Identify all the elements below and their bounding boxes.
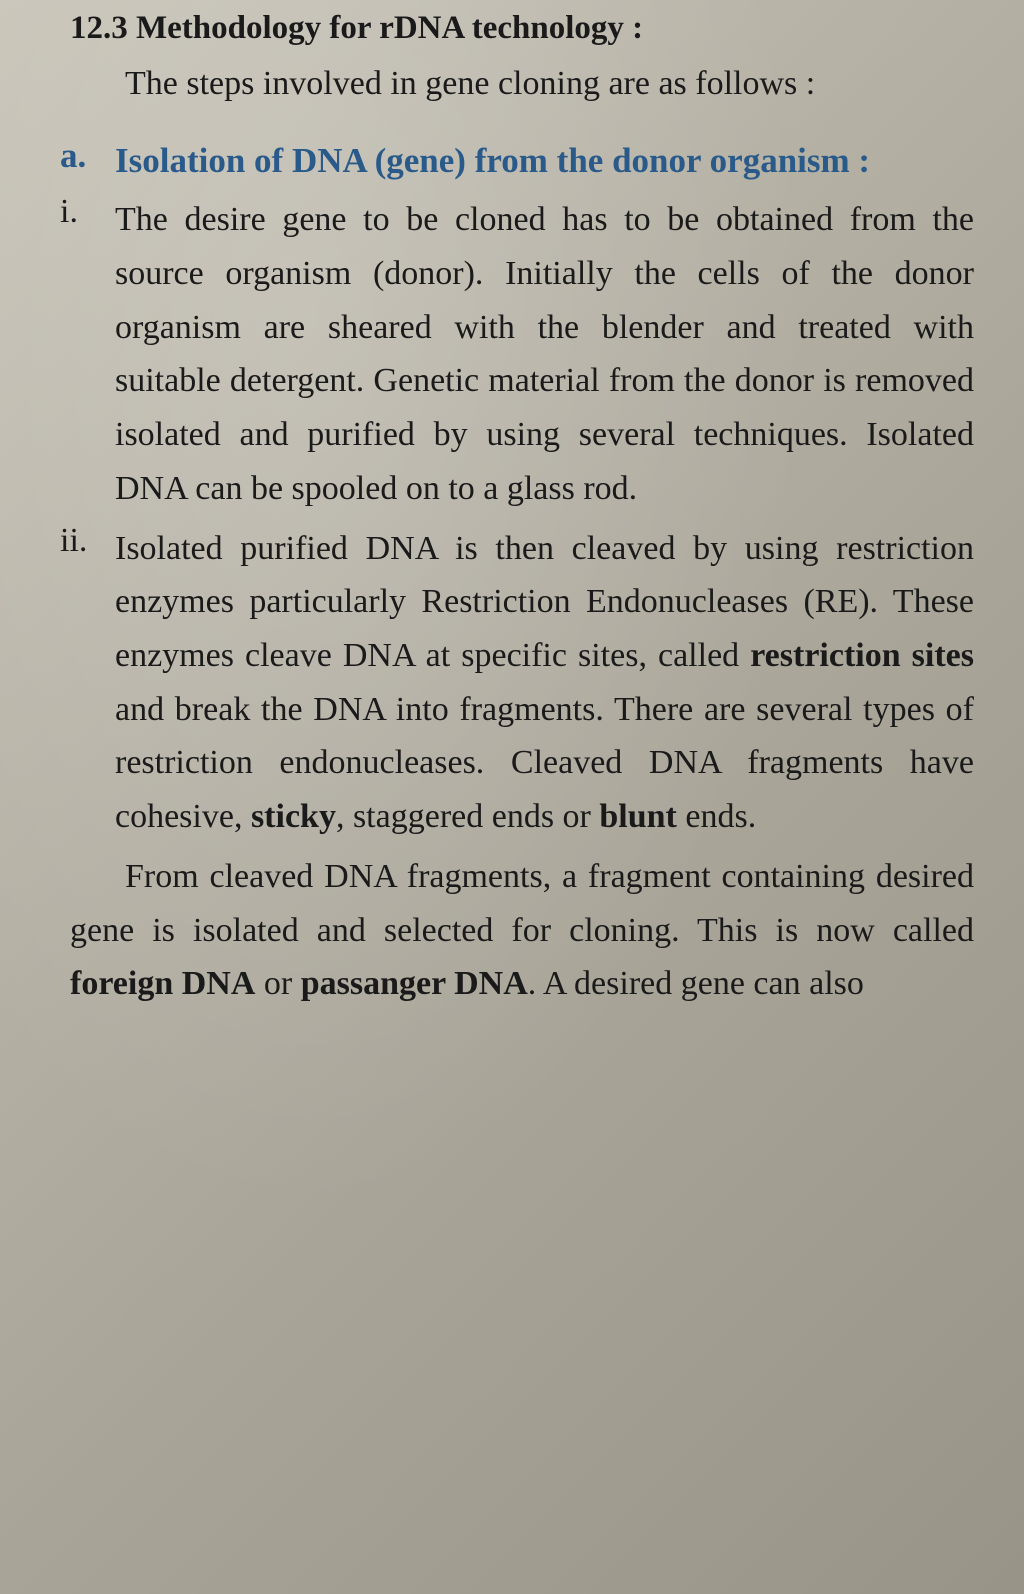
- list-text-2: Isolated purified DNA is then cleaved by…: [115, 522, 974, 844]
- list-item-1: i. The desire gene to be cloned has to b…: [40, 193, 974, 515]
- list-item-2: ii. Isolated purified DNA is then cleave…: [40, 522, 974, 844]
- subheading-text: Isolation of DNA (gene) from the donor o…: [115, 136, 870, 185]
- list-text-1: The desire gene to be cloned has to be o…: [115, 193, 974, 515]
- subheading-marker: a.: [60, 136, 115, 185]
- page-content: 12.3 Methodology for rDNA technology : T…: [40, 10, 974, 1011]
- subheading-row: a. Isolation of DNA (gene) from the dono…: [40, 136, 974, 185]
- list-marker-1: i.: [60, 193, 115, 515]
- section-title: 12.3 Methodology for rDNA technology :: [40, 10, 974, 47]
- continuation-paragraph: From cleaved DNA fragments, a fragment c…: [40, 850, 974, 1011]
- section-title-text: Methodology for rDNA technology :: [136, 10, 643, 46]
- section-number: 12.3: [70, 10, 128, 46]
- intro-text: The steps involved in gene cloning are a…: [125, 65, 815, 102]
- list-marker-2: ii.: [60, 522, 115, 844]
- continuation-text: From cleaved DNA fragments, a fragment c…: [70, 858, 974, 1002]
- intro-paragraph: The steps involved in gene cloning are a…: [40, 59, 974, 108]
